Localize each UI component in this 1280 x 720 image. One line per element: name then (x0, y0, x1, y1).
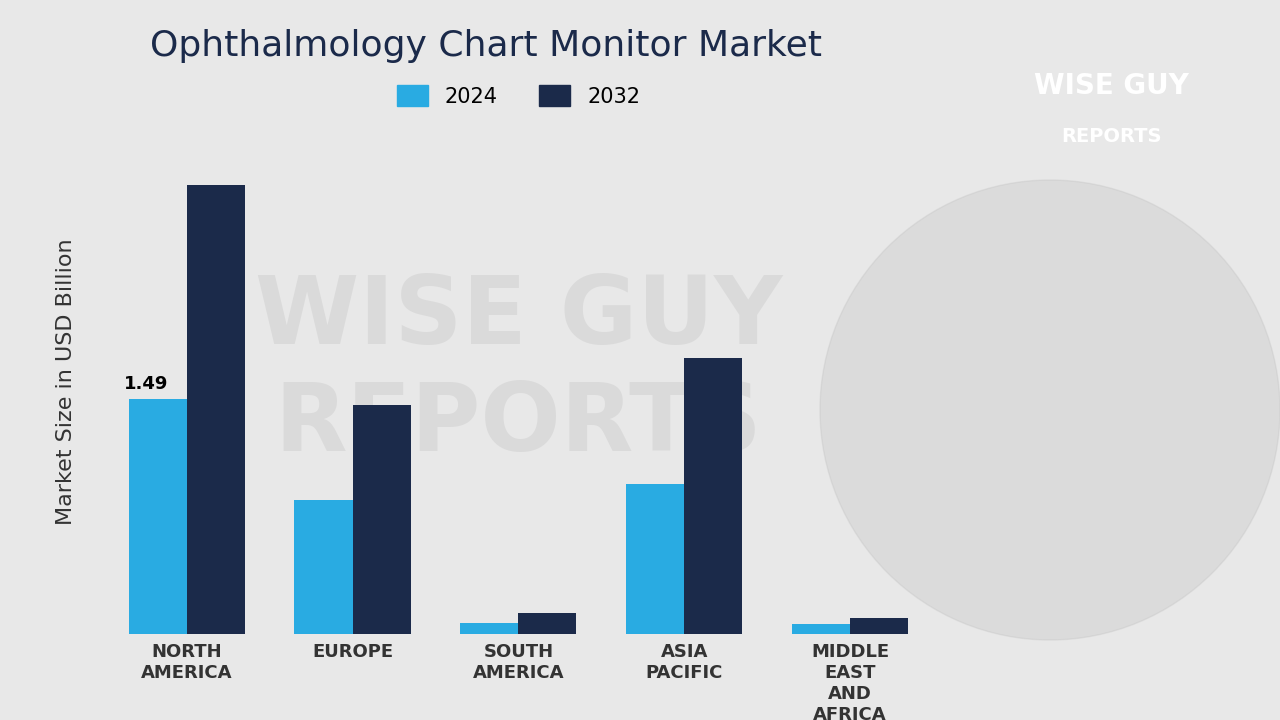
Bar (294, 500, 352, 634)
Bar (792, 624, 850, 634)
Bar (128, 399, 187, 634)
Bar (518, 613, 576, 634)
Bar (187, 185, 244, 634)
Text: Ophthalmology Chart Monitor Market: Ophthalmology Chart Monitor Market (151, 29, 823, 63)
Y-axis label: Market Size in USD Billion: Market Size in USD Billion (56, 238, 76, 525)
Bar (352, 405, 411, 634)
Circle shape (820, 180, 1280, 640)
Bar (850, 618, 909, 634)
Text: 1.49: 1.49 (124, 374, 169, 392)
Text: WISE GUY: WISE GUY (1034, 73, 1188, 100)
Text: WISE GUY
REPORTS: WISE GUY REPORTS (255, 272, 782, 471)
Bar (461, 623, 518, 634)
Legend: 2024, 2032: 2024, 2032 (387, 74, 650, 117)
Bar (685, 358, 742, 634)
Bar (626, 484, 685, 634)
Text: REPORTS: REPORTS (1061, 127, 1161, 146)
